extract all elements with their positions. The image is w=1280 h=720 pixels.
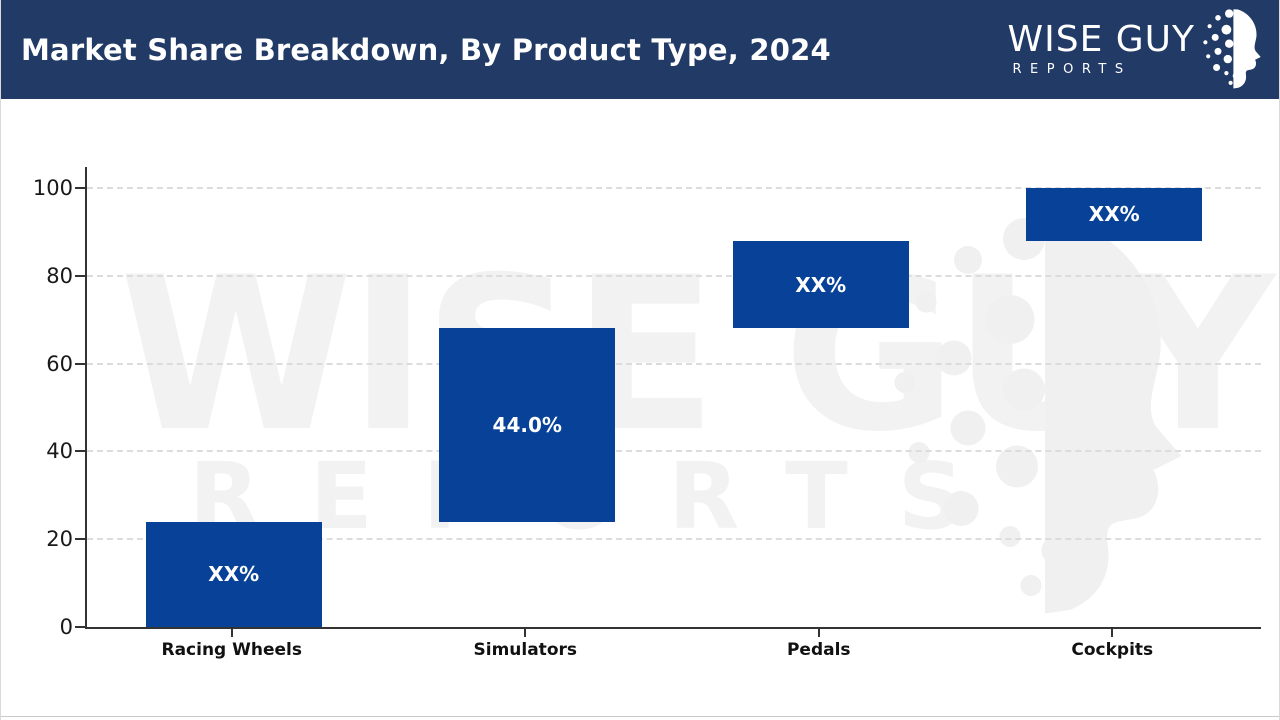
bar-cockpits: XX%: [1026, 188, 1203, 241]
y-tick-mark: [75, 362, 85, 365]
gridline: [87, 450, 1261, 453]
gridline: [87, 187, 1261, 189]
bar-value-label: 44.0%: [492, 413, 562, 438]
logo-text: WISE GUY REPORTS: [1007, 19, 1196, 78]
x-tick-mark: [230, 629, 233, 637]
x-tick-mark: [524, 629, 527, 637]
bar-value-label: XX%: [1088, 202, 1140, 227]
gridline: [87, 362, 1261, 365]
gridline: [87, 274, 1261, 277]
y-tick-label: 0: [59, 615, 73, 639]
y-tick-label: 100: [32, 176, 73, 200]
bar-pedals: XX%: [732, 240, 909, 329]
x-category-label-racing-wheels: Racing Wheels: [161, 640, 302, 660]
y-tick-mark: [75, 274, 85, 277]
x-category-label-simulators: Simulators: [473, 640, 578, 660]
x-category-label-pedals: Pedals: [786, 640, 851, 660]
y-tick-mark: [75, 450, 85, 453]
wiseguy-head-icon: [1197, 8, 1267, 92]
y-tick-label: 80: [46, 263, 73, 288]
bottom-border: [1, 716, 1279, 717]
bar-value-label: XX%: [208, 562, 260, 587]
chart-area: WISE GUY REPORTS XX%44.0%XX%XX% 02040608…: [1, 99, 1279, 720]
y-tick-label: 60: [46, 351, 73, 376]
gridline: [87, 538, 1261, 541]
y-tick-label: 40: [46, 439, 73, 464]
chart-title: Market Share Breakdown, By Product Type,…: [21, 32, 831, 67]
bar-racing-wheels: XX%: [145, 521, 322, 627]
y-tick-mark: [75, 187, 85, 189]
header-band: Market Share Breakdown, By Product Type,…: [1, 0, 1279, 99]
x-category-label-cockpits: Cockpits: [1071, 640, 1154, 660]
y-tick-mark: [75, 538, 85, 541]
bar-simulators: 44.0%: [439, 328, 616, 522]
y-tick-label: 20: [46, 527, 73, 552]
logo-subtitle: REPORTS: [1012, 62, 1132, 77]
logo-wordmark: WISE GUY: [1007, 19, 1195, 60]
bar-value-label: XX%: [795, 272, 847, 297]
x-tick-mark: [817, 629, 820, 637]
y-tick-mark: [75, 626, 85, 628]
x-tick-mark: [1111, 629, 1114, 637]
wiseguy-logo: WISE GUY REPORTS: [1008, 8, 1268, 92]
plot-area: XX% 44.0% XX% XX%: [85, 167, 1261, 629]
